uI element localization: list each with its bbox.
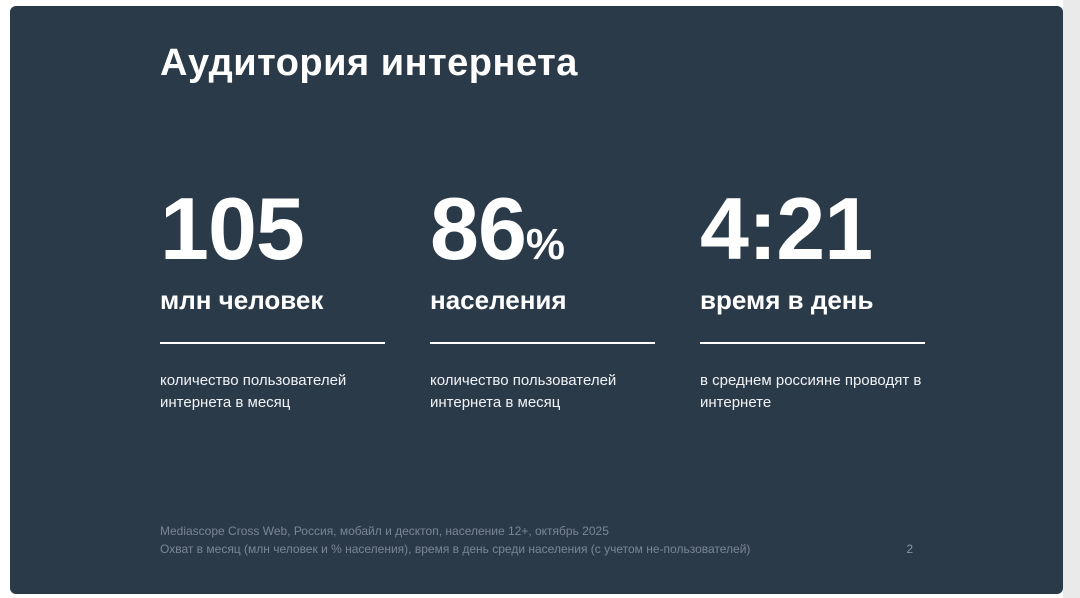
stat-value-number: 105 — [160, 179, 305, 278]
stat-divider — [700, 342, 925, 344]
source-footnote-line2: Охват в месяц (млн человек и % населения… — [160, 541, 751, 556]
stat-value-suffix: % — [525, 220, 566, 269]
stat-label: время в день — [700, 285, 874, 315]
stat-users-count: 105 млн человек количество пользователей… — [160, 185, 385, 414]
stat-value: 4:21 — [700, 185, 925, 273]
stat-label: млн человек — [160, 285, 324, 315]
source-footnote-line1: Mediascope Cross Web, Россия, мобайл и д… — [160, 524, 609, 539]
stat-description: в среднем россияне проводят в интернете — [700, 372, 922, 411]
stat-description: количество пользователей интернета в мес… — [430, 372, 617, 411]
stat-description: количество пользователей интернета в мес… — [160, 372, 347, 411]
stat-population-share: 86% населения количество пользователей и… — [430, 185, 655, 414]
stat-value-number: 86 — [430, 179, 527, 278]
stat-divider — [430, 342, 655, 344]
page-number: 2 — [906, 542, 913, 556]
stat-divider — [160, 342, 385, 344]
stat-value: 105 — [160, 185, 385, 273]
slide-title: Аудитория интернета — [160, 42, 578, 84]
stat-daily-time: 4:21 время в день в среднем россияне про… — [700, 185, 925, 414]
viewer-right-gutter — [1063, 0, 1080, 598]
stat-value: 86% — [430, 185, 655, 273]
slide-content: Аудитория интернета 105 млн человек коли… — [10, 6, 1063, 594]
source-footnote: Mediascope Cross Web, Россия, мобайл и д… — [160, 523, 750, 558]
stat-value-number: 4:21 — [700, 179, 873, 278]
stats-row: 105 млн человек количество пользователей… — [160, 185, 1003, 414]
stat-label: населения — [430, 285, 567, 315]
presentation-slide: Аудитория интернета 105 млн человек коли… — [10, 6, 1063, 594]
